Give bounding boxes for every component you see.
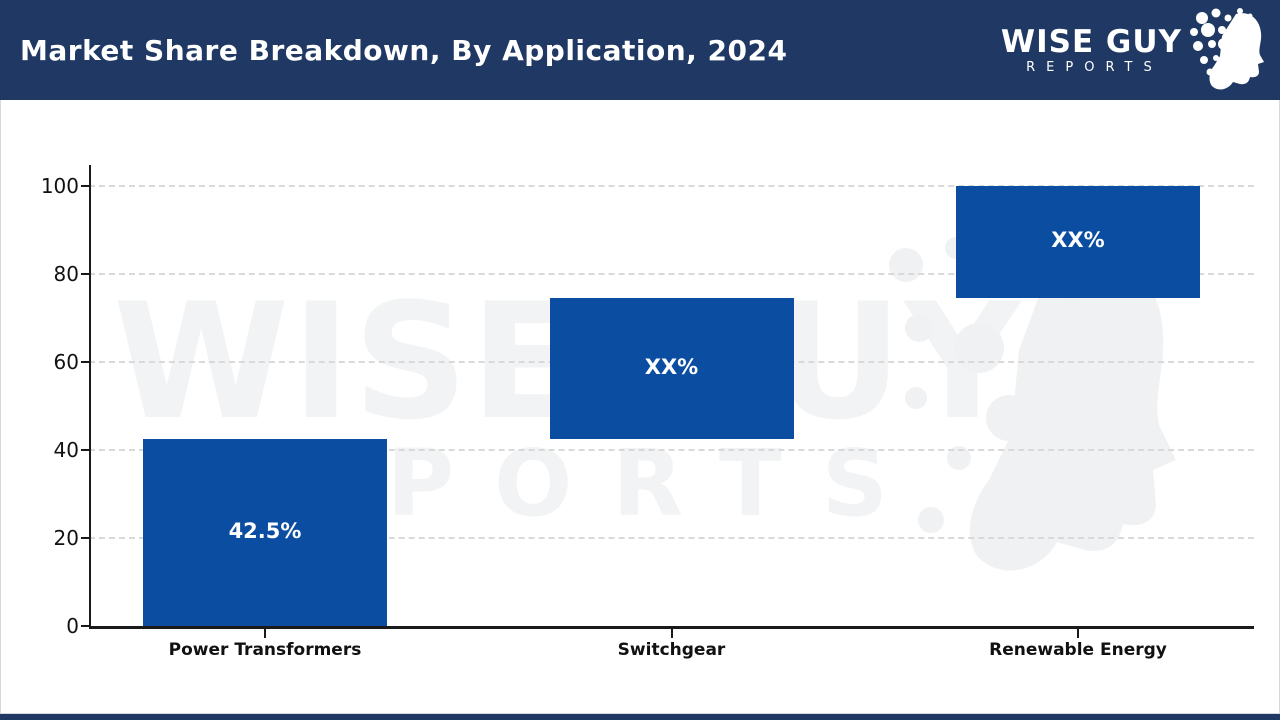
y-axis-line: [89, 165, 91, 628]
category-label-0: Power Transformers: [168, 640, 362, 660]
bar-0: [143, 439, 387, 626]
x-axis-line: [89, 626, 1254, 629]
bar-2: [956, 186, 1200, 299]
bar-1: [549, 298, 794, 439]
y-tick-label-60: 60: [53, 350, 79, 374]
y-tick-label-40: 40: [53, 438, 79, 462]
y-tick-100: [81, 185, 89, 187]
bar-value-label-2: XX%: [1051, 228, 1105, 253]
x-tick-1: [670, 629, 673, 638]
x-tick-0: [264, 629, 266, 638]
bar-value-label-0: 42.5%: [228, 518, 302, 543]
bar-value-label-1: XX%: [644, 354, 699, 379]
y-tick-80: [81, 273, 89, 275]
y-tick-0: [81, 625, 89, 627]
y-tick-label-100: 100: [40, 174, 79, 198]
category-label-1: Switchgear: [617, 640, 726, 660]
x-tick-2: [1077, 629, 1079, 638]
y-tick-60: [81, 361, 89, 363]
header-bar: Market Share Breakdown, By Application, …: [0, 0, 1280, 100]
logo-head-icon: [1190, 8, 1264, 90]
y-tick-label-0: 0: [66, 614, 79, 638]
category-label-2: Renewable Energy: [989, 640, 1167, 660]
chart-canvas: WISE GUY REPORTS 0 20 40 60 80 100 42.5% Power …: [0, 100, 1280, 714]
logo-wordmark: WISE GUY: [1000, 24, 1182, 60]
y-tick-label-80: 80: [53, 262, 79, 286]
gridline-y20: [89, 537, 1254, 539]
y-tick-40: [81, 449, 89, 451]
logo-text: WISE GUY REPORTS: [1001, 24, 1182, 76]
page-title: Market Share Breakdown, By Application, …: [20, 33, 788, 67]
gridline-y100: [89, 185, 1254, 187]
gridline-y40: [89, 449, 1254, 451]
gridline-y80: [89, 273, 1254, 275]
footer-accent-bar: [0, 714, 1280, 720]
y-tick-label-20: 20: [53, 526, 79, 550]
wise-guy-reports-logo: WISE GUY REPORTS: [1001, 6, 1266, 94]
logo-subtitle: REPORTS: [1026, 60, 1163, 75]
y-tick-20: [81, 537, 89, 539]
